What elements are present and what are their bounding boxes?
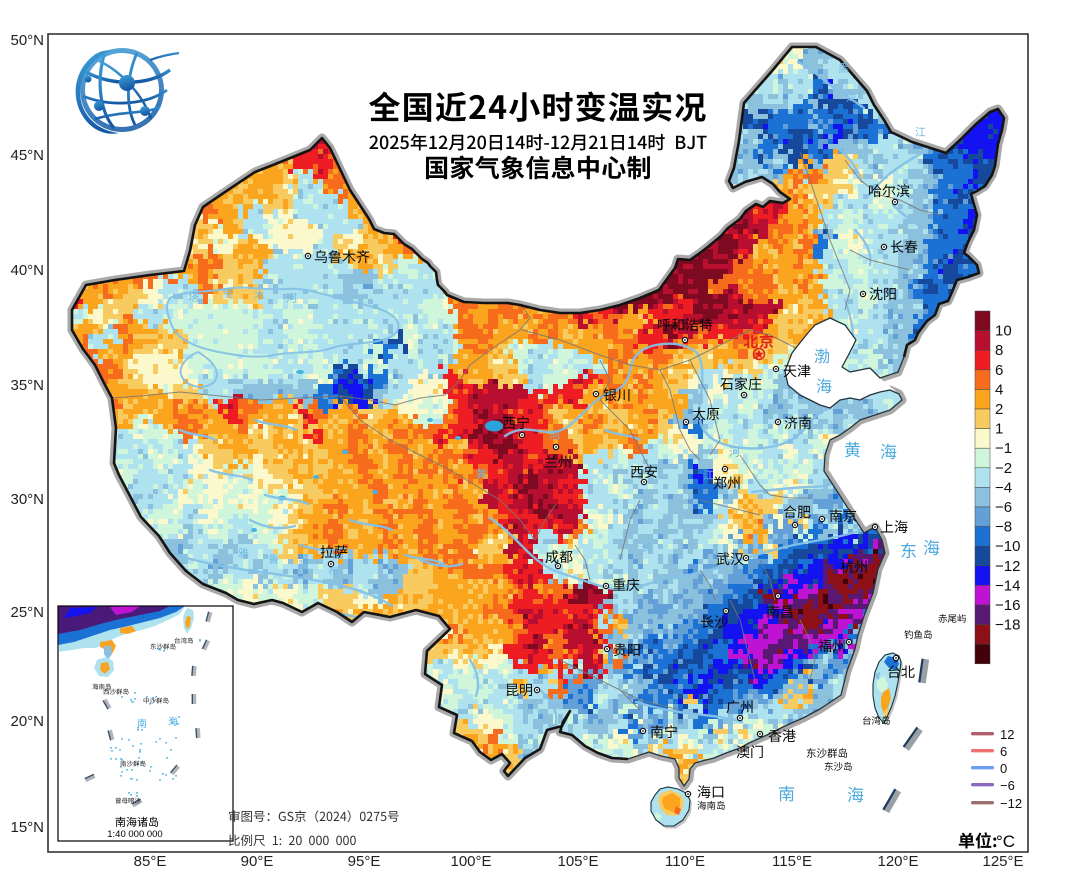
svg-text:95°E: 95°E xyxy=(348,853,381,870)
svg-text:°C: °C xyxy=(996,832,1015,851)
svg-text:35°N: 35°N xyxy=(10,377,44,394)
svg-text:1:40 000 000: 1:40 000 000 xyxy=(107,829,162,840)
svg-text:8: 8 xyxy=(995,342,1003,359)
svg-text:2: 2 xyxy=(995,401,1003,418)
svg-text:−8: −8 xyxy=(995,519,1012,536)
svg-text:−16: −16 xyxy=(995,597,1020,614)
svg-text:12: 12 xyxy=(1000,727,1014,742)
svg-text:105°E: 105°E xyxy=(557,853,598,870)
svg-text:−12: −12 xyxy=(1000,796,1022,811)
svg-text:4: 4 xyxy=(995,381,1003,398)
svg-text:−18: −18 xyxy=(995,617,1020,634)
svg-text:−14: −14 xyxy=(995,577,1020,594)
svg-text:6: 6 xyxy=(995,362,1003,379)
svg-text:85°E: 85°E xyxy=(134,853,167,870)
svg-text:120°E: 120°E xyxy=(877,853,918,870)
svg-text:10: 10 xyxy=(995,323,1012,340)
svg-text:−6: −6 xyxy=(1000,778,1015,793)
svg-text:0: 0 xyxy=(1000,761,1007,776)
svg-text:100°E: 100°E xyxy=(450,853,491,870)
svg-text:30°N: 30°N xyxy=(10,491,44,508)
svg-text:1: 1 xyxy=(995,421,1003,438)
svg-text:40°N: 40°N xyxy=(10,262,44,279)
svg-text:110°E: 110°E xyxy=(665,853,705,870)
svg-text:25°N: 25°N xyxy=(10,604,44,621)
svg-text:−6: −6 xyxy=(995,499,1012,516)
svg-text:90°E: 90°E xyxy=(241,853,274,870)
svg-text:45°N: 45°N xyxy=(10,147,44,164)
svg-text:−4: −4 xyxy=(995,479,1012,496)
svg-text:115°E: 115°E xyxy=(772,853,812,870)
svg-text:−12: −12 xyxy=(995,558,1020,575)
svg-text:−1: −1 xyxy=(995,440,1012,457)
svg-text:−2: −2 xyxy=(995,460,1012,477)
svg-text:20°N: 20°N xyxy=(10,713,44,730)
svg-text:6: 6 xyxy=(1000,744,1007,759)
svg-text:−10: −10 xyxy=(995,538,1020,555)
svg-text:125°E: 125°E xyxy=(982,853,1023,870)
svg-text:15°N: 15°N xyxy=(10,819,44,836)
svg-text:50°N: 50°N xyxy=(10,32,44,49)
